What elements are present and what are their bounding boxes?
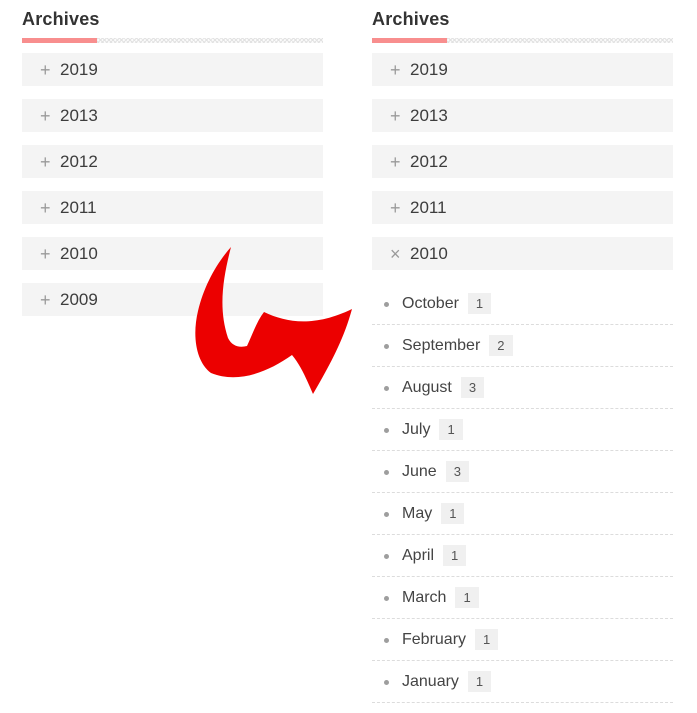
year-link[interactable]: 2019 bbox=[410, 59, 448, 79]
widget-title: Archives bbox=[22, 9, 100, 29]
plus-icon[interactable]: + bbox=[40, 243, 51, 264]
bullet-icon bbox=[384, 553, 389, 559]
year-link[interactable]: 2011 bbox=[410, 197, 447, 217]
month-item-july: July 1 bbox=[372, 409, 673, 451]
month-item-october: October 1 bbox=[372, 283, 673, 325]
bullet-icon bbox=[384, 595, 389, 601]
year-item-2019[interactable]: + 2019 bbox=[372, 53, 673, 86]
month-item-march: March 1 bbox=[372, 577, 673, 619]
year-item-2012[interactable]: + 2012 bbox=[372, 145, 673, 178]
year-link[interactable]: 2013 bbox=[60, 105, 98, 125]
month-item-january: January 1 bbox=[372, 661, 673, 703]
year-item-2013[interactable]: + 2013 bbox=[22, 99, 323, 132]
month-link[interactable]: May 1 bbox=[402, 503, 465, 524]
collapse-x-icon[interactable]: × bbox=[390, 243, 401, 264]
year-link[interactable]: 2012 bbox=[60, 151, 98, 171]
year-item-2009[interactable]: + 2009 bbox=[22, 283, 323, 316]
year-list: + 2019 + 2013 + 2012 + 2011 + 2010 + 200… bbox=[22, 53, 323, 316]
widget-title: Archives bbox=[372, 9, 450, 29]
post-count-badge: 1 bbox=[439, 419, 463, 440]
title-underline bbox=[22, 38, 323, 43]
plus-icon[interactable]: + bbox=[40, 151, 51, 172]
post-count-badge: 1 bbox=[455, 587, 479, 608]
archives-widget-expanded: Archives + 2019 + 2013 + 2012 + 2011 × 2… bbox=[372, 8, 673, 703]
month-link[interactable]: August 3 bbox=[402, 377, 485, 398]
year-item-2011[interactable]: + 2011 bbox=[372, 191, 673, 224]
month-link[interactable]: April 1 bbox=[402, 545, 467, 566]
year-link[interactable]: 2010 bbox=[410, 243, 448, 263]
title-underline bbox=[372, 38, 673, 43]
month-label: March bbox=[402, 588, 447, 606]
month-label: August bbox=[402, 378, 452, 396]
bullet-icon bbox=[384, 301, 389, 307]
year-item-2011[interactable]: + 2011 bbox=[22, 191, 323, 224]
month-label: September bbox=[402, 336, 481, 354]
bullet-icon bbox=[384, 679, 389, 685]
year-item-2010[interactable]: + 2010 bbox=[22, 237, 323, 270]
year-item-2012[interactable]: + 2012 bbox=[22, 145, 323, 178]
post-count-badge: 1 bbox=[467, 293, 492, 314]
year-link[interactable]: 2009 bbox=[60, 289, 98, 309]
plus-icon[interactable]: + bbox=[40, 289, 51, 310]
post-count-badge: 1 bbox=[467, 671, 492, 692]
plus-icon[interactable]: + bbox=[390, 197, 401, 218]
bullet-icon bbox=[384, 427, 389, 433]
month-item-september: September 2 bbox=[372, 325, 673, 367]
month-label: April bbox=[402, 546, 435, 564]
month-label: May bbox=[402, 504, 433, 522]
year-item-2019[interactable]: + 2019 bbox=[22, 53, 323, 86]
bullet-icon bbox=[384, 469, 389, 475]
month-label: October bbox=[402, 294, 459, 312]
title-underline-accent bbox=[22, 38, 97, 43]
month-link[interactable]: February 1 bbox=[402, 629, 499, 650]
plus-icon[interactable]: + bbox=[40, 59, 51, 80]
year-link[interactable]: 2011 bbox=[60, 197, 97, 217]
month-link[interactable]: September 2 bbox=[402, 335, 513, 356]
year-link[interactable]: 2019 bbox=[60, 59, 98, 79]
year-item-2013[interactable]: + 2013 bbox=[372, 99, 673, 132]
year-item-2010-expanded[interactable]: × 2010 bbox=[372, 237, 673, 270]
year-link[interactable]: 2010 bbox=[60, 243, 98, 263]
month-item-may: May 1 bbox=[372, 493, 673, 535]
post-count-badge: 3 bbox=[460, 377, 485, 398]
month-item-april: April 1 bbox=[372, 535, 673, 577]
month-link[interactable]: July 1 bbox=[402, 419, 463, 440]
month-list-2010: October 1 September 2 August 3 July 1 June 3 … bbox=[372, 283, 673, 703]
month-link[interactable]: June 3 bbox=[402, 461, 469, 482]
post-count-badge: 3 bbox=[445, 461, 469, 482]
plus-icon[interactable]: + bbox=[390, 105, 401, 126]
bullet-icon bbox=[384, 343, 389, 349]
month-label: January bbox=[402, 672, 459, 690]
year-link[interactable]: 2012 bbox=[410, 151, 448, 171]
bullet-icon bbox=[384, 511, 389, 517]
month-label: February bbox=[402, 630, 467, 648]
plus-icon[interactable]: + bbox=[390, 151, 401, 172]
month-link[interactable]: October 1 bbox=[402, 293, 492, 314]
month-label: June bbox=[402, 462, 437, 480]
month-link[interactable]: March 1 bbox=[402, 587, 479, 608]
month-label: July bbox=[402, 420, 431, 438]
post-count-badge: 2 bbox=[489, 335, 513, 356]
year-link[interactable]: 2013 bbox=[410, 105, 448, 125]
post-count-badge: 1 bbox=[475, 629, 499, 650]
month-item-february: February 1 bbox=[372, 619, 673, 661]
month-link[interactable]: January 1 bbox=[402, 671, 492, 692]
archives-widget-collapsed: Archives + 2019 + 2013 + 2012 + 2011 + 2… bbox=[22, 8, 323, 329]
year-list: + 2019 + 2013 + 2012 + 2011 × 2010 bbox=[372, 53, 673, 270]
month-item-august: August 3 bbox=[372, 367, 673, 409]
month-item-june: June 3 bbox=[372, 451, 673, 493]
plus-icon[interactable]: + bbox=[40, 105, 51, 126]
bullet-icon bbox=[384, 637, 389, 643]
title-underline-accent bbox=[372, 38, 447, 43]
post-count-badge: 1 bbox=[443, 545, 467, 566]
bullet-icon bbox=[384, 385, 389, 391]
post-count-badge: 1 bbox=[441, 503, 465, 524]
plus-icon[interactable]: + bbox=[390, 59, 401, 80]
plus-icon[interactable]: + bbox=[40, 197, 51, 218]
